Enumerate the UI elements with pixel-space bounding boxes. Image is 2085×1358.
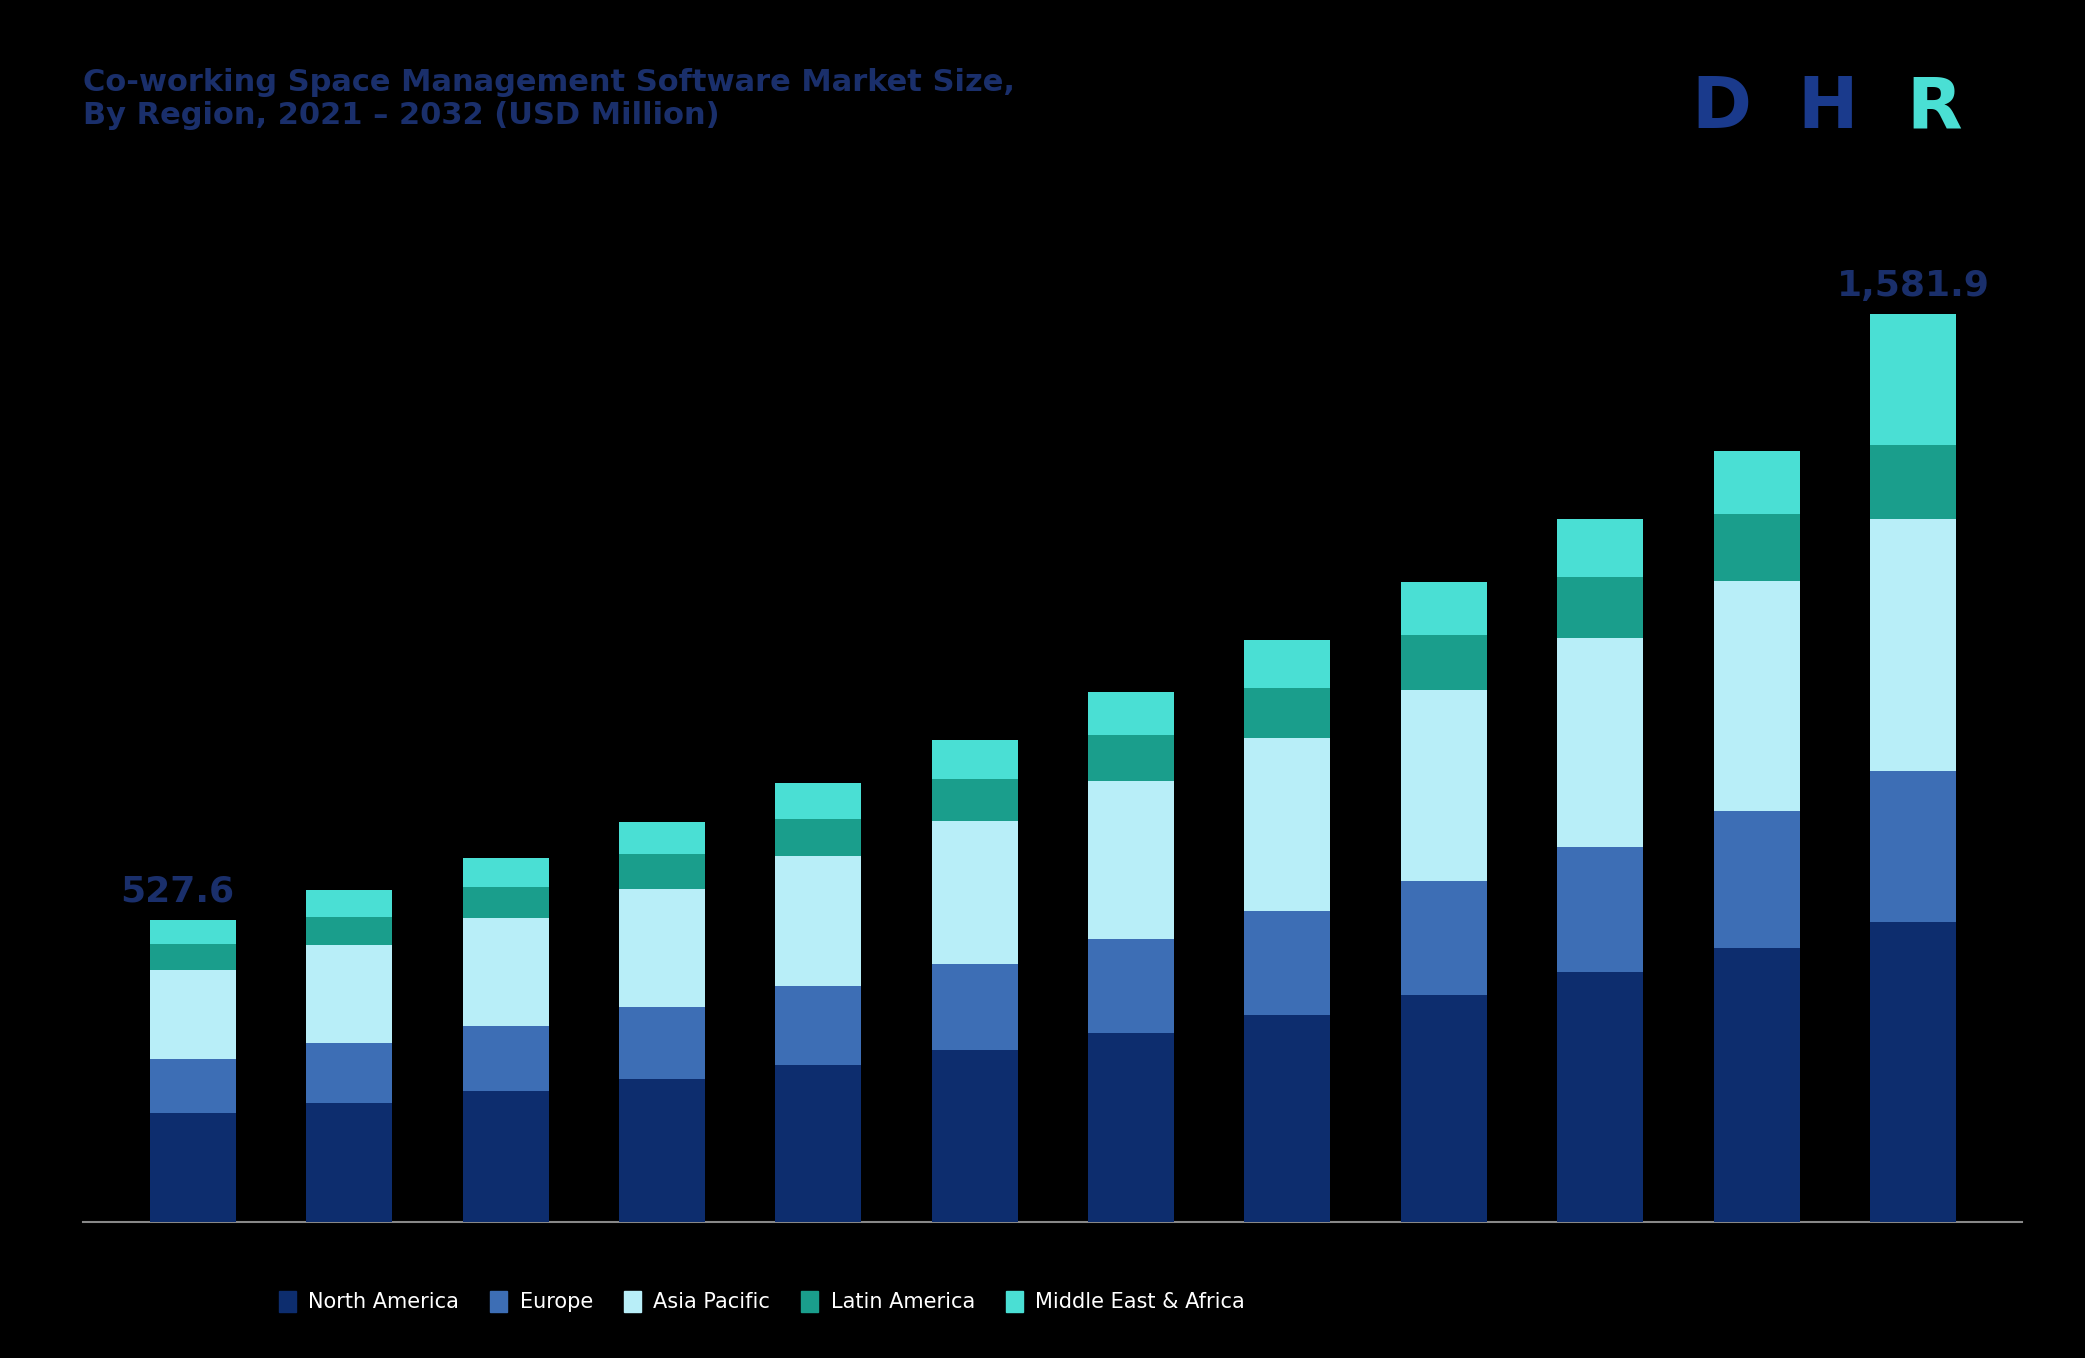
Bar (463, 918, 548, 1025)
Bar (1401, 583, 1487, 634)
Bar (1714, 811, 1799, 948)
Text: Co-working Space Management Software Market Size,
By Region, 2021 – 2032 (USD Mi: Co-working Space Management Software Mar… (83, 68, 1015, 130)
Bar (776, 819, 861, 857)
Bar (619, 854, 705, 888)
Bar (306, 1043, 392, 1103)
Bar (1245, 1014, 1330, 1222)
Bar (1245, 739, 1330, 911)
Bar (1245, 911, 1330, 1014)
Bar (150, 1114, 236, 1222)
Bar (1557, 519, 1643, 577)
Bar (1714, 948, 1799, 1222)
Bar (463, 1092, 548, 1222)
Bar (150, 919, 236, 944)
Bar (776, 986, 861, 1065)
Bar (1870, 519, 1956, 771)
Bar (150, 1058, 236, 1114)
Bar (1557, 638, 1643, 847)
Bar (619, 822, 705, 854)
Bar (1401, 880, 1487, 995)
Bar (1088, 1033, 1174, 1222)
Bar (1401, 995, 1487, 1222)
Bar (463, 857, 548, 887)
Bar (932, 820, 1017, 964)
Bar (1870, 314, 1956, 445)
Bar (776, 1065, 861, 1222)
Bar (1088, 938, 1174, 1033)
Text: D: D (1691, 75, 1751, 143)
Bar (1557, 577, 1643, 638)
Text: R: R (1906, 75, 1962, 143)
Bar (1714, 581, 1799, 811)
Bar (306, 917, 392, 945)
Bar (1714, 451, 1799, 515)
Bar (1870, 445, 1956, 519)
Bar (1245, 687, 1330, 739)
Bar (1088, 781, 1174, 938)
Bar (1401, 690, 1487, 880)
Bar (1557, 972, 1643, 1222)
Bar (1870, 771, 1956, 922)
Bar (932, 779, 1017, 820)
Bar (1557, 847, 1643, 972)
Bar (619, 1006, 705, 1078)
Bar (1714, 515, 1799, 581)
Bar (306, 1103, 392, 1222)
Bar (619, 1078, 705, 1222)
Bar (150, 970, 236, 1058)
Bar (306, 889, 392, 917)
Bar (463, 887, 548, 918)
Bar (776, 857, 861, 986)
Text: H: H (1797, 75, 1858, 143)
Bar (1088, 693, 1174, 735)
Bar (932, 740, 1017, 779)
Bar (1870, 922, 1956, 1222)
Bar (932, 1050, 1017, 1222)
Text: 527.6: 527.6 (121, 875, 234, 909)
Bar (1088, 735, 1174, 781)
Bar (306, 945, 392, 1043)
Bar (1401, 634, 1487, 690)
Bar (463, 1025, 548, 1092)
Bar (776, 784, 861, 819)
Bar (150, 944, 236, 970)
Bar (932, 964, 1017, 1050)
Legend: North America, Europe, Asia Pacific, Latin America, Middle East & Africa: North America, Europe, Asia Pacific, Lat… (279, 1290, 1245, 1312)
Bar (1245, 640, 1330, 687)
Bar (619, 888, 705, 1006)
Text: 1,581.9: 1,581.9 (1837, 269, 1989, 303)
